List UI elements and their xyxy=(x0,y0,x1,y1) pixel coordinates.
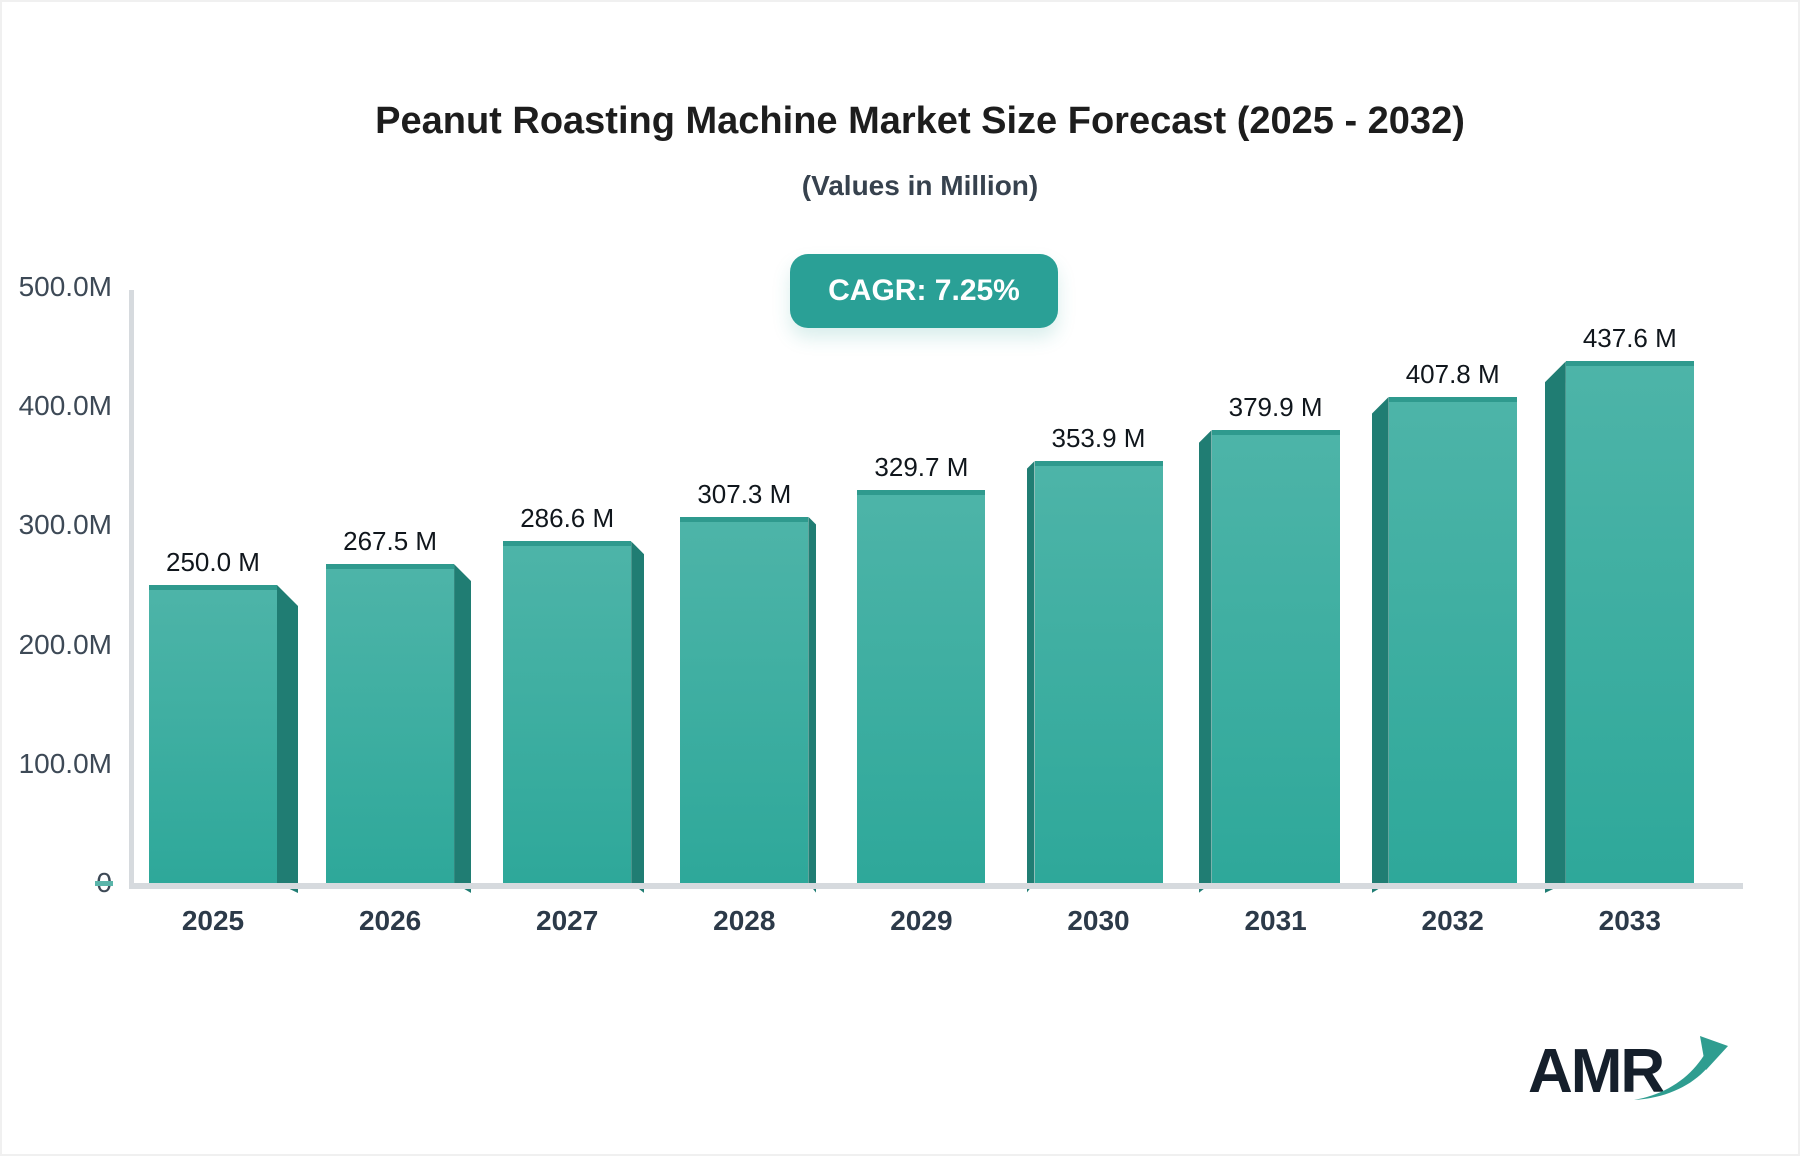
bar-value-label: 329.7 M xyxy=(874,451,969,482)
y-tick-label: 500.0M xyxy=(18,271,112,302)
bar-side-2025 xyxy=(277,585,298,893)
bar-value-label: 407.8 M xyxy=(1405,358,1500,389)
cagr-badge: CAGR: 7.25% xyxy=(790,254,1058,328)
bar-2031 xyxy=(1211,430,1340,883)
x-tick-label-2025: 2025 xyxy=(181,905,245,936)
y-axis-line xyxy=(129,290,134,889)
bar-value-label: 353.9 M xyxy=(1051,423,1146,454)
y-tick-label: 400.0M xyxy=(18,390,112,422)
bar-value-label: 307.3 M xyxy=(697,478,792,509)
bar-side-2028 xyxy=(808,517,816,893)
x-tick-label-2031: 2031 xyxy=(1244,905,1307,936)
x-tick-label-2027: 2027 xyxy=(536,905,599,936)
y-tick-label: 100.0M xyxy=(18,747,112,779)
amr-logo: AMR xyxy=(1528,1030,1728,1120)
bar-value-label: 250.0 M xyxy=(166,547,260,577)
bar-value-label: 437.6 M xyxy=(1582,323,1677,354)
x-axis-line xyxy=(129,883,1743,889)
bar-2025 xyxy=(149,585,277,883)
amr-logo-text: AMR xyxy=(1528,1037,1665,1106)
x-tick-label-2029: 2029 xyxy=(890,905,953,936)
x-tick-label-2026: 2026 xyxy=(358,905,422,936)
bar-side-2033 xyxy=(1545,361,1566,893)
bar-side-2031 xyxy=(1199,430,1212,893)
bar-2027 xyxy=(503,541,632,883)
bar-2032 xyxy=(1388,396,1517,883)
bar-side-2030 xyxy=(1027,461,1035,893)
bar-side-2026 xyxy=(454,564,471,893)
bar-value-label: 286.6 M xyxy=(520,503,615,534)
bar-2028 xyxy=(680,516,809,883)
x-tick-label-2032: 2032 xyxy=(1421,905,1484,936)
bar-value-label: 379.9 M xyxy=(1228,392,1323,423)
bar-2026 xyxy=(326,564,455,883)
x-tick-label-2030: 2030 xyxy=(1067,905,1130,936)
bar-2029 xyxy=(857,489,986,883)
y-tick-label: 200.0M xyxy=(18,628,112,660)
bar-2033 xyxy=(1565,361,1694,883)
growth-arrow-icon xyxy=(1634,1036,1728,1100)
bar-value-label: 267.5 M xyxy=(343,526,438,557)
bar-side-2027 xyxy=(631,541,644,893)
x-tick-label-2028: 2028 xyxy=(713,905,776,936)
zero-tick-mark xyxy=(95,881,113,886)
chart-subtitle: (Values in Million) xyxy=(801,170,1039,201)
y-tick-label: 300.0M xyxy=(18,509,112,541)
bar-side-2032 xyxy=(1372,397,1389,893)
bar-2030 xyxy=(1034,461,1163,883)
chart-title: Peanut Roasting Machine Market Size Fore… xyxy=(375,100,1465,142)
x-tick-label-2033: 2033 xyxy=(1598,905,1661,936)
